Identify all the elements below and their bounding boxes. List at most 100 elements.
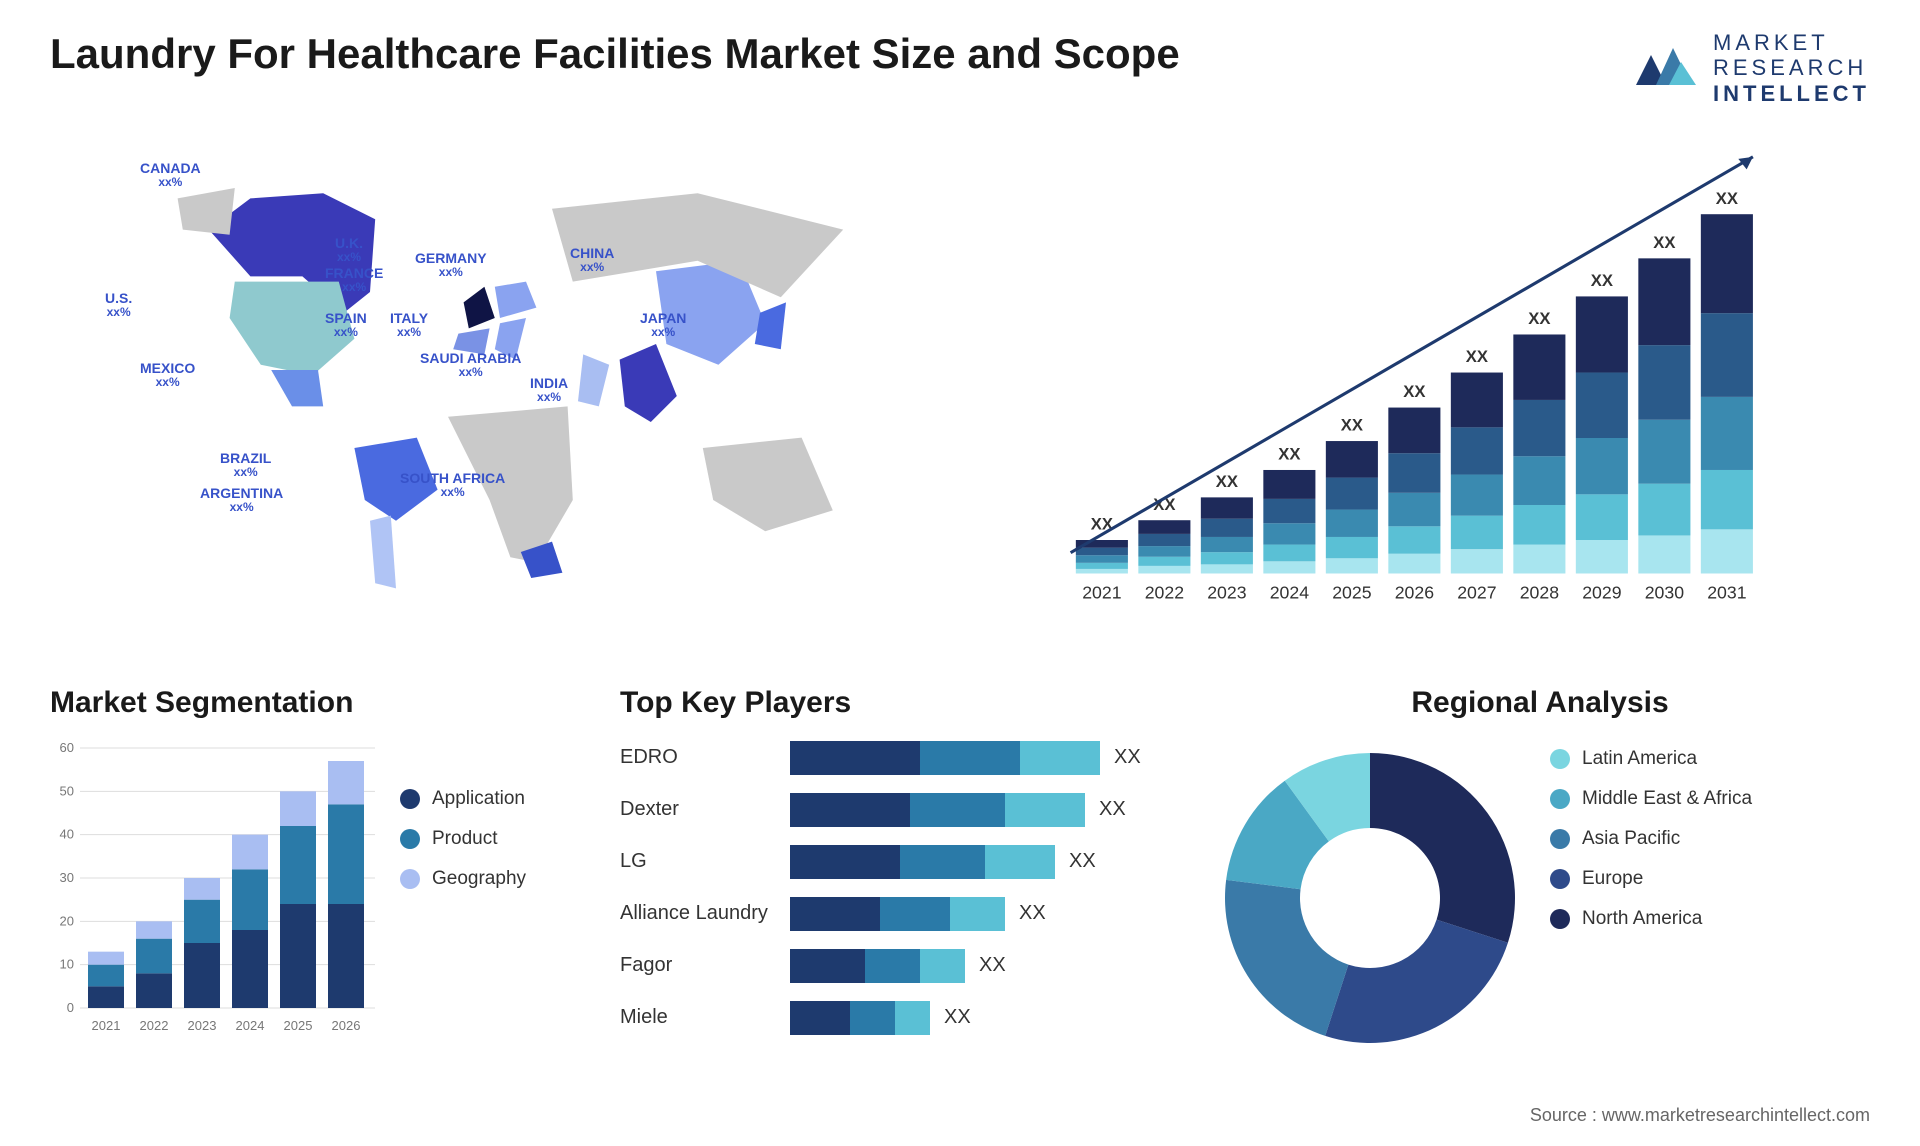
logo-line1: MARKET [1713,30,1870,55]
legend-dot-icon [1550,789,1570,809]
map-label: JAPANxx% [640,311,686,340]
player-row: EDRO XX [620,738,1180,778]
world-map [50,136,950,656]
player-row: LGXX [620,842,1180,882]
player-bar-seg [790,793,910,827]
growth-bar-seg [1138,520,1190,534]
legend-label: Geography [432,868,526,890]
growth-bar-seg [1201,564,1253,573]
regional-donut [1220,748,1520,1048]
player-value: XX [979,954,1006,977]
seg-bar-seg [184,943,220,1008]
growth-bar-seg [1638,484,1690,536]
growth-bar-seg [1388,526,1440,553]
map-country [620,344,677,422]
player-value: XX [1114,746,1141,769]
y-tick-label: 40 [60,827,74,842]
growth-bar-seg [1388,554,1440,574]
legend-label: Application [432,788,525,810]
growth-bar-seg [1326,509,1378,536]
x-tick-label: 2022 [140,1018,169,1033]
growth-bar-seg [1701,529,1753,573]
map-label: ITALYxx% [390,311,428,340]
growth-value-label: XX [1216,472,1238,491]
growth-value-label: XX [1716,189,1738,208]
player-value: XX [1099,798,1126,821]
x-tick-label: 2025 [284,1018,313,1033]
growth-bar-seg [1701,397,1753,470]
y-tick-label: 20 [60,913,74,928]
legend-label: North America [1582,908,1702,930]
map-label: CANADAxx% [140,161,201,190]
growth-bar-seg [1138,546,1190,557]
growth-bar-seg [1201,537,1253,552]
seg-bar-seg [88,952,124,965]
player-bar-seg [790,741,920,775]
legend-label: Asia Pacific [1582,828,1680,850]
player-bar [790,845,1055,879]
legend-dot-icon [400,789,420,809]
brand-logo: MARKET RESEARCH INTELLECT [1631,30,1870,106]
legend-dot-icon [400,869,420,889]
map-label: FRANCExx% [325,266,383,295]
growth-bar-seg [1076,548,1128,556]
player-bar-seg [790,1001,850,1035]
growth-bar-seg [1451,474,1503,515]
map-country [703,437,833,531]
map-label: GERMANYxx% [415,251,487,280]
growth-bar-seg [1451,516,1503,549]
growth-year-label: 2025 [1332,582,1372,602]
players-title: Top Key Players [620,686,1180,720]
growth-year-label: 2024 [1270,582,1310,602]
growth-bar-seg [1076,555,1128,563]
seg-bar-seg [136,921,172,938]
player-bar [790,741,1100,775]
map-label: CHINAxx% [570,246,614,275]
seg-bar-seg [136,939,172,974]
growth-chart: XX2021XX2022XX2023XX2024XX2025XX2026XX20… [990,136,1870,636]
growth-bar-seg [1138,534,1190,546]
growth-year-label: 2022 [1145,582,1184,602]
growth-bar-seg [1326,558,1378,573]
page-title: Laundry For Healthcare Facilities Market… [50,30,1180,78]
growth-bar-seg [1076,563,1128,569]
legend-dot-icon [1550,909,1570,929]
growth-value-label: XX [1653,233,1675,252]
growth-bar-seg [1576,540,1628,573]
growth-year-label: 2031 [1707,582,1746,602]
world-map-panel: CANADAxx%U.S.xx%MEXICOxx%BRAZILxx%ARGENT… [50,136,950,656]
source-attribution: Source : www.marketresearchintellect.com [1530,1105,1870,1126]
y-tick-label: 60 [60,740,74,755]
regional-legend: Latin AmericaMiddle East & AfricaAsia Pa… [1550,738,1870,1058]
seg-bar-seg [136,973,172,1008]
legend-item: Asia Pacific [1550,828,1870,850]
map-country [271,370,323,406]
growth-bar-seg [1513,505,1565,545]
growth-year-label: 2029 [1582,582,1621,602]
legend-item: Geography [400,868,526,890]
legend-dot-icon [400,829,420,849]
player-bar-seg [910,793,1005,827]
map-country [578,354,609,406]
player-bar-seg [790,897,880,931]
seg-bar-seg [88,965,124,987]
player-bar-seg [790,949,865,983]
x-tick-label: 2026 [332,1018,361,1033]
seg-bar-seg [232,930,268,1008]
x-tick-label: 2024 [236,1018,265,1033]
player-bar-seg [1020,741,1100,775]
growth-bar-seg [1513,456,1565,505]
growth-bar-seg [1638,258,1690,345]
map-label: BRAZILxx% [220,451,271,480]
growth-bar-seg [1138,557,1190,566]
growth-bar-seg [1451,549,1503,573]
growth-bar-seg [1513,400,1565,456]
map-label: SAUDI ARABIAxx% [420,351,521,380]
x-tick-label: 2023 [188,1018,217,1033]
growth-bar-seg [1326,537,1378,558]
player-name: EDRO [620,746,790,769]
x-tick-label: 2021 [92,1018,121,1033]
donut-slice [1370,753,1515,943]
growth-bar-seg [1326,441,1378,478]
growth-bar-seg [1576,296,1628,372]
